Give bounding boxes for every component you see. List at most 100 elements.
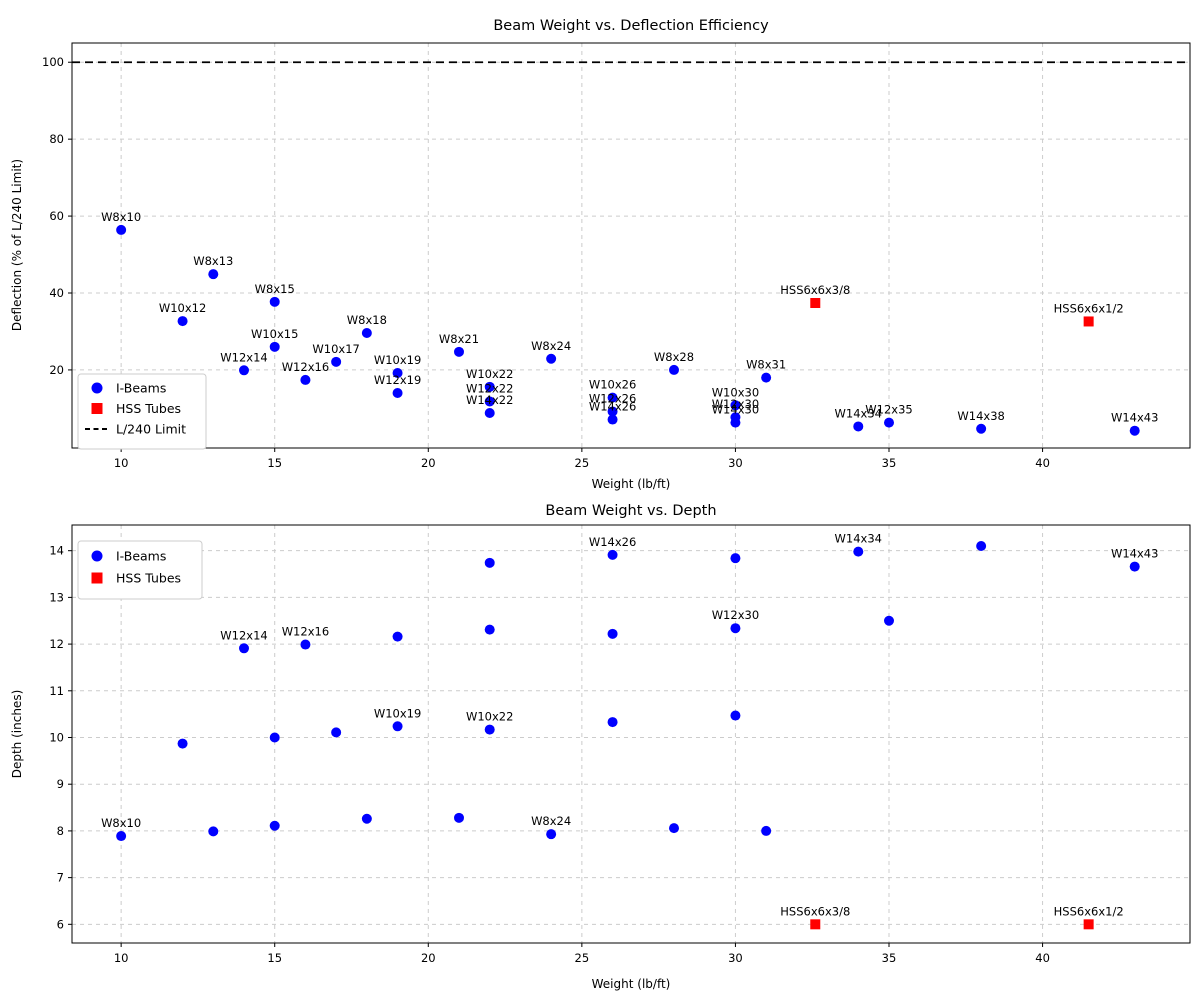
point-label-W12x26: W12x26 [589,391,636,405]
point-label-W12x30: W12x30 [712,397,759,411]
y-tick-label: 7 [57,871,64,885]
point-label-W14x43: W14x43 [1111,547,1158,561]
point-label-W10x22: W10x22 [466,710,513,724]
point-label-W8x13: W8x13 [193,254,233,268]
legend-label-I-Beams: I-Beams [116,381,166,396]
data-point-W14x22 [484,557,495,568]
chart-title: Beam Weight vs. Deflection Efficiency [493,18,769,34]
point-label-HSS6x6x1/2: HSS6x6x1/2 [1054,301,1124,315]
data-point-W8x15 [269,296,280,307]
x-tick-label: 30 [728,951,743,965]
plot-border [71,42,1191,449]
data-point-W12x30 [730,623,741,634]
x-tick-label: 35 [882,456,897,470]
point-label-HSS6x6x3/8: HSS6x6x3/8 [780,283,850,297]
legend-box [77,540,203,600]
data-point-W10x15 [269,341,280,352]
data-point-W10x15 [269,732,280,743]
point-label-W12x35: W12x35 [865,403,912,417]
data-point-W14x22 [484,408,495,418]
x-tick-label: 20 [421,456,436,470]
data-point-W10x17 [331,727,342,738]
data-point-W10x26 [607,392,618,403]
tick-labels: 10 15 20 25 30 35 40 20 40 60 80 100 [42,55,1050,470]
legend-label-HSS Tubes: HSS Tubes [116,401,181,416]
point-label-W12x16: W12x16 [282,625,329,639]
data-point-W10x19 [392,368,403,378]
x-axis-label: Weight (lb/ft) [591,977,671,991]
chart-title: Beam Weight vs. Depth [545,503,717,519]
legend-marker-I-Beams [91,550,103,562]
data-point-W14x30 [730,417,741,428]
data-point-W12x16 [300,639,311,650]
point-label-W12x19: W12x19 [374,373,421,387]
point-label-W8x10: W8x10 [101,210,141,224]
point-label-W10x12: W10x12 [159,301,206,315]
data-point-W14x26 [607,414,618,425]
x-tick-label: 40 [1035,951,1050,965]
data-point-W12x22 [484,624,495,635]
point-label-W14x34: W14x34 [835,532,882,546]
point-label-W8x15: W8x15 [255,282,295,296]
x-tick-label: 15 [267,456,282,470]
point-label-W14x34: W14x34 [835,406,882,420]
point-label-W10x26: W10x26 [589,378,636,392]
y-tick-label: 10 [49,731,64,745]
point-label-W14x26: W14x26 [589,400,636,414]
legend-marker-HSS Tubes [91,403,103,414]
data-point-W14x30 [730,553,741,564]
data-point-W12x16 [300,374,311,385]
y-tick-label: 12 [49,637,64,651]
legend: I-Beams HSS Tubes L/240 Limit [77,373,207,450]
deflection-efficiency-chart: Beam Weight vs. Deflection Efficiency De… [10,18,1191,491]
legend: I-Beams HSS Tubes [77,540,203,600]
data-point-W10x22 [484,381,495,392]
data-point-W8x21 [454,346,464,357]
data-point-W10x19 [392,721,403,732]
axis-ticks [68,61,1044,452]
data-point-W8x13 [208,269,219,280]
data-point-HSS6x6x1/2 [1083,919,1094,930]
point-labels: W8x10 W12x14 W12x16 W10x19 W10x22 W8x24 W14x26… [101,532,1158,919]
data-point-W12x22 [484,396,495,407]
x-axis-label: Weight (lb/ft) [591,477,671,491]
point-label-W14x22: W14x22 [466,393,513,407]
data-point-W8x10 [116,224,127,235]
data-point-W12x26 [607,628,618,639]
point-label-W14x38: W14x38 [957,409,1004,423]
data-point-W14x34 [853,421,864,432]
data-point-W12x35 [884,417,894,428]
point-label-W10x22: W10x22 [466,367,513,381]
data-point-W8x28 [669,364,679,375]
point-label-HSS6x6x3/8: HSS6x6x3/8 [780,904,850,918]
legend-marker-HSS Tubes [91,572,103,584]
point-label-W8x18: W8x18 [347,313,387,327]
point-label-W8x24: W8x24 [531,814,571,828]
series-I-Beams [116,541,1140,842]
y-tick-label: 80 [49,132,64,146]
x-tick-label: 15 [267,951,282,965]
data-point-W10x12 [177,316,188,327]
point-label-W10x19: W10x19 [374,353,421,367]
data-point-W14x38 [976,423,987,434]
x-tick-label: 10 [114,951,129,965]
axis-ticks [68,550,1044,947]
data-point-W14x43 [1129,561,1140,572]
data-point-W8x13 [208,826,219,837]
data-point-W8x18 [361,813,372,824]
point-label-W8x10: W8x10 [101,816,141,830]
series-HSS Tubes [810,298,1094,327]
point-label-W8x21: W8x21 [439,332,479,346]
point-label-W12x16: W12x16 [282,360,329,374]
depth-chart: Beam Weight vs. Depth Depth (inches) Wei… [0,500,1200,1000]
data-point-W8x15 [269,820,280,831]
y-tick-label: 20 [49,363,64,377]
x-tick-label: 30 [728,456,743,470]
data-point-HSS6x6x3/8 [810,298,821,308]
data-point-W10x17 [331,356,342,367]
data-point-W8x31 [761,372,772,383]
plot-border [71,524,1191,944]
x-tick-label: 35 [882,951,897,965]
data-point-W8x24 [546,829,557,840]
